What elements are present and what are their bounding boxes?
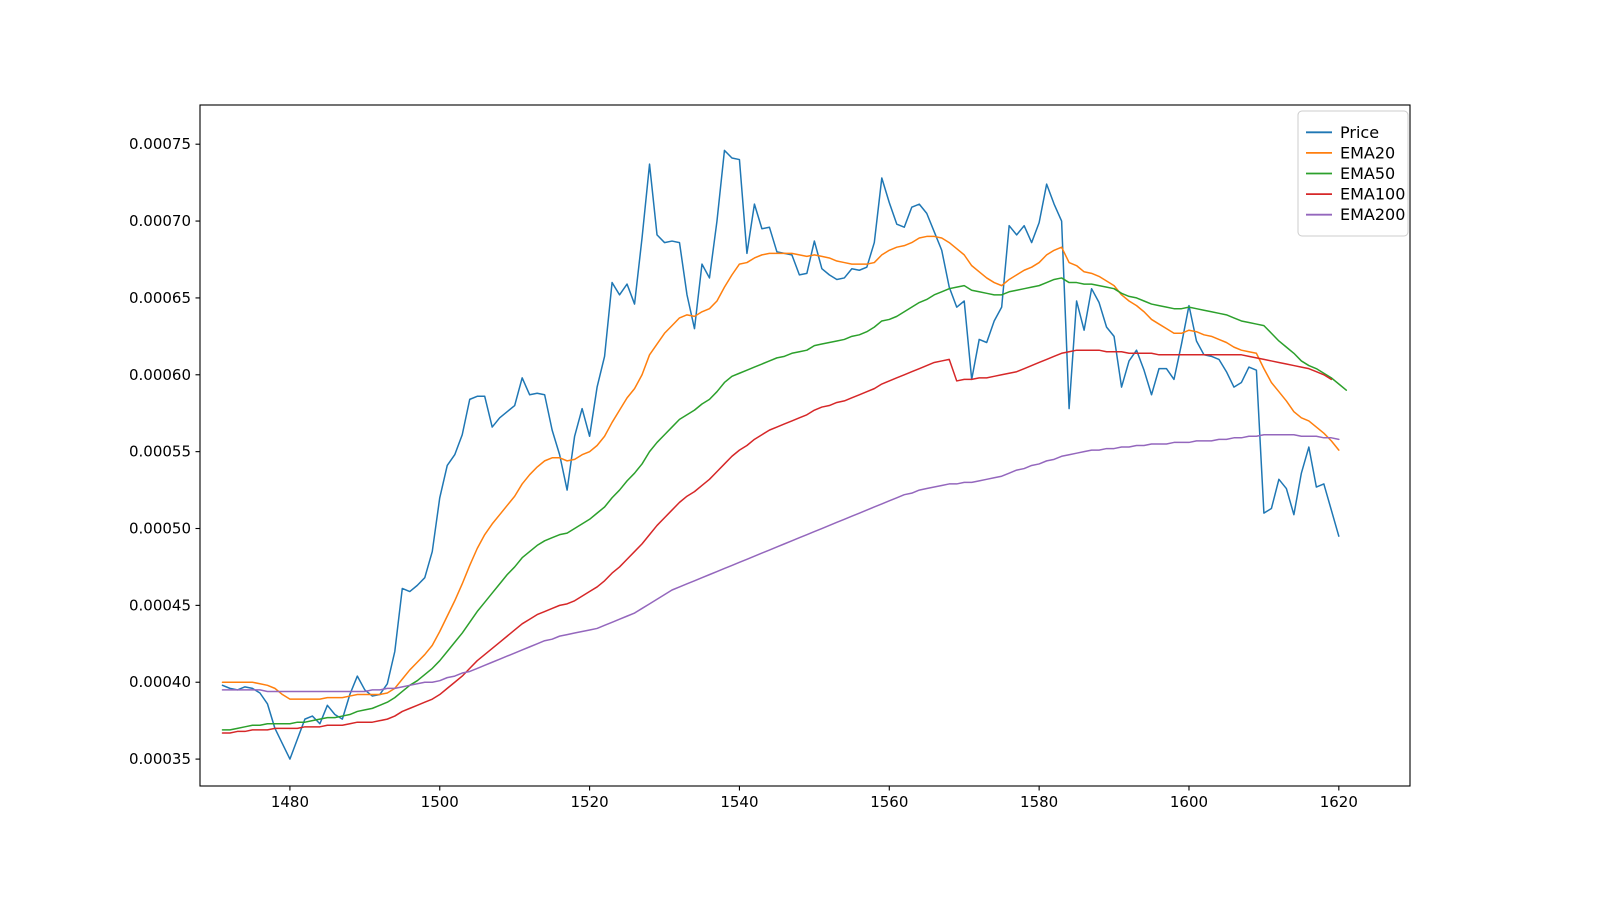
legend-label-ema50: EMA50 bbox=[1340, 164, 1395, 183]
y-tick-labels: 0.00035 0.00040 0.00045 0.00050 0.00055 0.000… bbox=[129, 135, 191, 768]
x-tick-label: 1580 bbox=[1020, 793, 1058, 811]
y-tick-label: 0.00035 bbox=[129, 750, 191, 768]
series-line-ema100 bbox=[221, 349, 1333, 734]
x-tick-label: 1500 bbox=[421, 793, 459, 811]
y-tick-label: 0.00060 bbox=[129, 366, 191, 384]
x-tick-label: 1540 bbox=[720, 793, 758, 811]
y-tick-label: 0.00070 bbox=[129, 212, 191, 230]
y-tick-label: 0.00055 bbox=[129, 443, 191, 461]
series-line-ema200 bbox=[221, 433, 1340, 693]
series-line-ema20 bbox=[221, 235, 1340, 700]
y-tick-label: 0.00075 bbox=[129, 135, 191, 153]
y-tick-label: 0.00050 bbox=[129, 520, 191, 538]
legend-label-price: Price bbox=[1340, 123, 1379, 142]
x-tick-marks bbox=[289, 786, 1340, 791]
x-tick-label: 1480 bbox=[271, 793, 309, 811]
y-tick-label: 0.00065 bbox=[129, 289, 191, 307]
series-line-price bbox=[221, 149, 1340, 760]
y-tick-marks bbox=[195, 143, 200, 760]
x-tick-label: 1620 bbox=[1320, 793, 1358, 811]
legend-label-ema100: EMA100 bbox=[1340, 185, 1405, 204]
x-tick-label: 1520 bbox=[571, 793, 609, 811]
series-line-ema50 bbox=[221, 277, 1348, 731]
y-tick-label: 0.00040 bbox=[129, 673, 191, 691]
x-tick-labels: 1480 1500 1520 1540 1560 1580 1600 1620 bbox=[271, 793, 1358, 811]
data-series-lines bbox=[221, 149, 1348, 760]
y-tick-label: 0.00045 bbox=[129, 596, 191, 614]
legend-label-ema200: EMA200 bbox=[1340, 205, 1405, 224]
x-tick-label: 1560 bbox=[870, 793, 908, 811]
axes-spines bbox=[199, 104, 1411, 787]
legend-frame bbox=[1297, 110, 1409, 237]
x-tick-label: 1600 bbox=[1170, 793, 1208, 811]
legend-label-ema20: EMA20 bbox=[1340, 143, 1395, 162]
